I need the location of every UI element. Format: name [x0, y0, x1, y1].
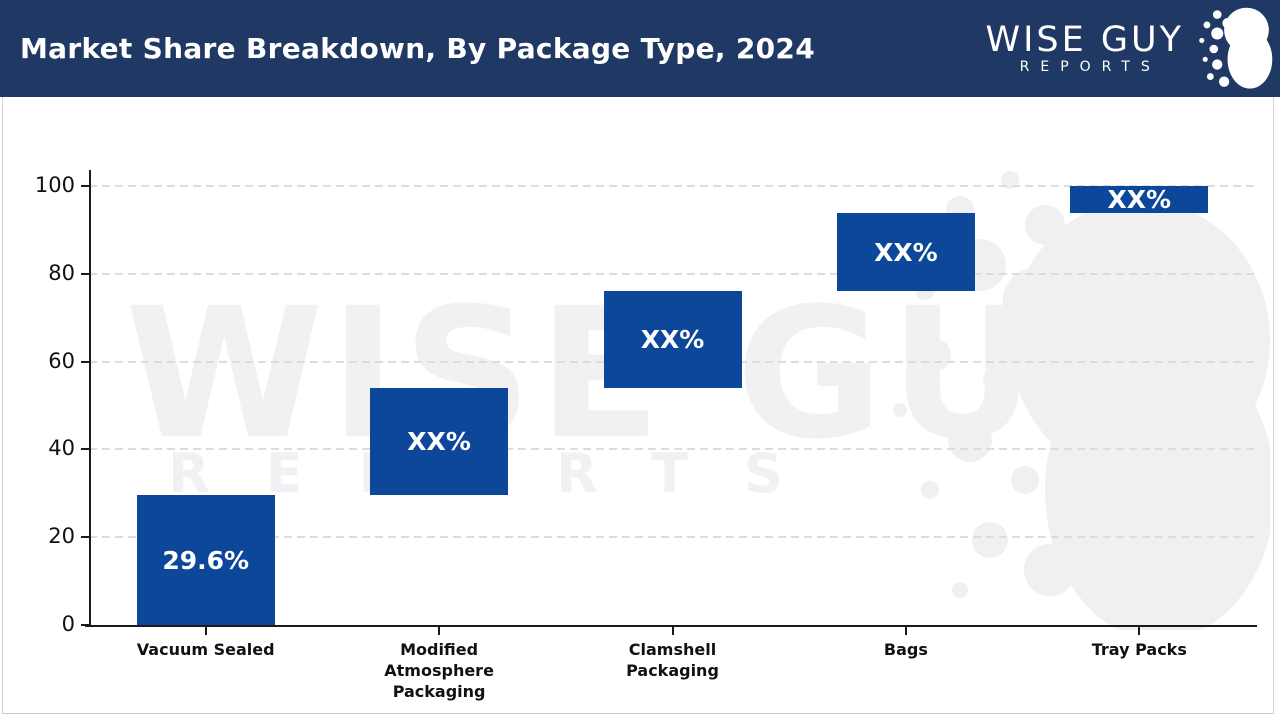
- y-tick-mark-100: [81, 185, 89, 187]
- logo-text: WISE GUY REPORTS: [985, 22, 1184, 76]
- logo-head-icon: [1199, 7, 1273, 89]
- page-title: Market Share Breakdown, By Package Type,…: [20, 32, 815, 65]
- gridline-80: [89, 272, 1256, 275]
- gridline-40: [89, 448, 1256, 451]
- y-tick-mark-40: [81, 448, 89, 451]
- y-axis-line: [89, 170, 91, 627]
- gridline-100: [89, 185, 1256, 187]
- y-tick-mark-20: [81, 536, 89, 539]
- x-tick-mark-0: [204, 627, 207, 635]
- bar-bags: XX%: [836, 213, 975, 292]
- logo-subtitle: REPORTS: [1019, 58, 1161, 75]
- y-tick-mark-60: [81, 360, 89, 363]
- wise-guy-reports-logo: WISE GUY REPORTS: [985, 6, 1280, 92]
- bar-clamshell-packaging: XX%: [603, 291, 742, 388]
- y-tick-label-20: 20: [48, 524, 75, 549]
- y-tick-label-100: 100: [34, 173, 75, 197]
- x-category-label-2: Clamshell Packaging: [626, 640, 719, 680]
- x-category-label-3: Bags: [883, 640, 928, 659]
- header-bar: Market Share Breakdown, By Package Type,…: [0, 0, 1280, 97]
- y-tick-mark-80: [81, 272, 89, 275]
- y-tick-label-40: 40: [48, 436, 75, 461]
- bar-vacuum-sealed: 29.6%: [136, 495, 275, 625]
- x-category-label-4: Tray Packs: [1091, 640, 1187, 659]
- gridline-20: [89, 536, 1256, 539]
- x-tick-mark-4: [1138, 627, 1141, 635]
- x-category-label-1: Modified Atmosphere Packaging: [384, 640, 494, 701]
- x-tick-mark-3: [904, 627, 907, 635]
- y-tick-label-60: 60: [48, 348, 75, 373]
- bar-value-label: XX%: [1107, 185, 1172, 215]
- bar-tray-packs: XX%: [1070, 185, 1209, 215]
- bar-modified-atmosphere-packaging: XX%: [370, 387, 509, 496]
- x-tick-mark-1: [438, 627, 441, 635]
- bar-value-label: XX%: [874, 237, 938, 267]
- logo-wordmark: WISE GUY: [985, 19, 1184, 60]
- bar-value-label: XX%: [407, 426, 471, 456]
- x-category-label-0: Vacuum Sealed: [136, 640, 275, 659]
- bar-value-label: XX%: [640, 324, 705, 354]
- x-axis-line: [85, 625, 1257, 627]
- y-tick-label-0: 0: [61, 612, 75, 636]
- bar-value-label: 29.6%: [162, 545, 250, 575]
- y-tick-label-80: 80: [48, 260, 75, 285]
- x-tick-mark-2: [671, 627, 674, 635]
